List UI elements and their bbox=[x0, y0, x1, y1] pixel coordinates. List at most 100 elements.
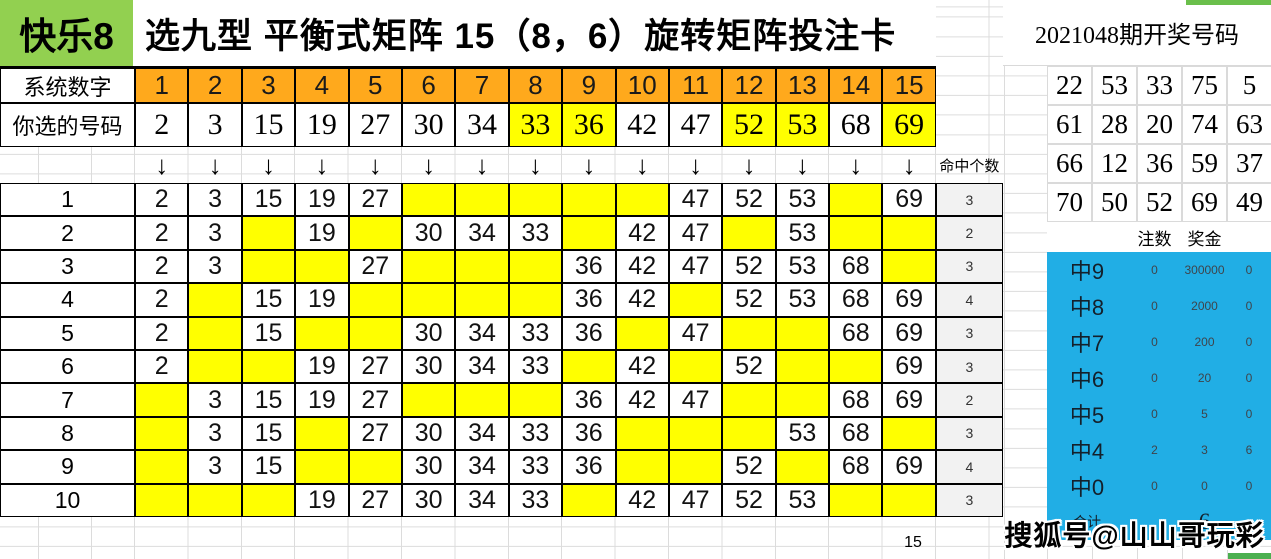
draw-number-cell[interactable]: 59 bbox=[1182, 144, 1227, 183]
matrix-cell[interactable]: 69 bbox=[882, 349, 936, 384]
matrix-cell[interactable]: 68 bbox=[829, 416, 883, 451]
system-number-cell[interactable]: 3 bbox=[241, 68, 296, 103]
system-number-cell[interactable]: 9 bbox=[562, 68, 616, 103]
draw-number-cell[interactable]: 28 bbox=[1092, 105, 1137, 144]
draw-number-cell[interactable]: 12 bbox=[1092, 144, 1137, 183]
hit-count-cell[interactable]: 2 bbox=[935, 383, 1003, 417]
system-number-cell[interactable]: 13 bbox=[775, 68, 830, 103]
matrix-cell[interactable]: 2 bbox=[135, 183, 189, 217]
matrix-cell[interactable]: 47 bbox=[668, 183, 723, 217]
matrix-cell[interactable]: 27 bbox=[348, 483, 402, 517]
matrix-cell[interactable] bbox=[348, 216, 402, 250]
selected-number-cell[interactable]: 34 bbox=[455, 103, 509, 147]
matrix-cell[interactable]: 15 bbox=[241, 316, 296, 350]
matrix-cell[interactable] bbox=[775, 349, 830, 384]
matrix-cell[interactable]: 30 bbox=[401, 416, 456, 451]
matrix-cell[interactable]: 27 bbox=[348, 249, 402, 284]
draw-number-cell[interactable]: 63 bbox=[1227, 105, 1271, 144]
matrix-cell[interactable]: 36 bbox=[562, 450, 616, 484]
matrix-cell[interactable]: 47 bbox=[668, 216, 723, 250]
matrix-cell[interactable]: 30 bbox=[401, 483, 456, 517]
system-number-cell[interactable]: 1 bbox=[135, 68, 189, 103]
matrix-cell[interactable] bbox=[295, 249, 349, 284]
selected-number-cell[interactable]: 3 bbox=[188, 103, 242, 147]
hit-count-cell[interactable]: 3 bbox=[935, 249, 1003, 284]
matrix-cell[interactable]: 53 bbox=[775, 483, 830, 517]
matrix-cell[interactable]: 33 bbox=[508, 349, 563, 384]
draw-number-cell[interactable]: 75 bbox=[1182, 66, 1227, 105]
matrix-cell[interactable] bbox=[562, 183, 616, 217]
matrix-cell[interactable] bbox=[188, 349, 242, 384]
matrix-cell[interactable]: 3 bbox=[188, 450, 242, 484]
draw-number-cell[interactable]: 69 bbox=[1182, 183, 1227, 222]
matrix-cell[interactable]: 3 bbox=[188, 183, 242, 217]
hit-count-cell[interactable]: 3 bbox=[935, 483, 1003, 517]
prize-amount-value[interactable]: 20 bbox=[1197, 371, 1212, 385]
matrix-cell[interactable] bbox=[455, 249, 509, 284]
matrix-cell[interactable]: 34 bbox=[455, 450, 509, 484]
matrix-cell[interactable]: 19 bbox=[295, 483, 349, 517]
matrix-cell[interactable]: 33 bbox=[508, 316, 563, 350]
system-number-cell[interactable]: 14 bbox=[829, 68, 883, 103]
selected-number-cell[interactable]: 52 bbox=[722, 103, 776, 147]
total-value[interactable]: 6 bbox=[1198, 509, 1211, 534]
matrix-cell[interactable]: 34 bbox=[455, 216, 509, 250]
draw-number-cell[interactable]: 66 bbox=[1047, 144, 1092, 183]
matrix-cell[interactable]: 42 bbox=[615, 283, 669, 317]
matrix-cell[interactable]: 52 bbox=[722, 283, 776, 317]
matrix-cell[interactable]: 3 bbox=[188, 249, 242, 284]
bet-count-value[interactable]: 0 bbox=[1151, 299, 1158, 313]
matrix-cell[interactable] bbox=[882, 416, 936, 451]
matrix-cell[interactable] bbox=[615, 183, 669, 217]
matrix-cell[interactable]: 69 bbox=[882, 316, 936, 350]
matrix-cell[interactable] bbox=[508, 249, 563, 284]
matrix-cell[interactable]: 53 bbox=[775, 416, 830, 451]
bet-count-value[interactable]: 0 bbox=[1151, 263, 1158, 277]
matrix-cell[interactable] bbox=[401, 383, 456, 417]
matrix-cell[interactable]: 3 bbox=[188, 216, 242, 250]
bet-count-value[interactable]: 0 bbox=[1151, 335, 1158, 349]
matrix-cell[interactable] bbox=[401, 283, 456, 317]
matrix-cell[interactable]: 33 bbox=[508, 416, 563, 451]
matrix-cell[interactable]: 19 bbox=[295, 183, 349, 217]
matrix-cell[interactable] bbox=[348, 450, 402, 484]
matrix-cell[interactable]: 33 bbox=[508, 216, 563, 250]
matrix-cell[interactable]: 27 bbox=[348, 416, 402, 451]
matrix-cell[interactable]: 27 bbox=[348, 383, 402, 417]
matrix-cell[interactable]: 36 bbox=[562, 383, 616, 417]
matrix-cell[interactable]: 30 bbox=[401, 349, 456, 384]
system-number-cell[interactable]: 7 bbox=[455, 68, 509, 103]
matrix-cell[interactable] bbox=[829, 349, 883, 384]
matrix-cell[interactable]: 68 bbox=[829, 316, 883, 350]
selected-number-cell[interactable]: 2 bbox=[135, 103, 189, 147]
draw-number-cell[interactable]: 50 bbox=[1092, 183, 1137, 222]
matrix-cell[interactable]: 15 bbox=[241, 183, 296, 217]
selected-number-cell[interactable]: 30 bbox=[401, 103, 456, 147]
draw-number-cell[interactable]: 5 bbox=[1227, 66, 1271, 105]
subtotal-value[interactable]: 0 bbox=[1245, 335, 1253, 349]
matrix-cell[interactable]: 15 bbox=[241, 383, 296, 417]
matrix-cell[interactable] bbox=[775, 383, 830, 417]
matrix-cell[interactable]: 36 bbox=[562, 416, 616, 451]
matrix-cell[interactable] bbox=[401, 249, 456, 284]
matrix-cell[interactable]: 2 bbox=[135, 316, 189, 350]
matrix-cell[interactable]: 47 bbox=[668, 383, 723, 417]
matrix-cell[interactable] bbox=[508, 183, 563, 217]
matrix-cell[interactable] bbox=[722, 416, 776, 451]
matrix-cell[interactable]: 36 bbox=[562, 283, 616, 317]
matrix-cell[interactable]: 19 bbox=[295, 383, 349, 417]
selected-number-cell[interactable]: 68 bbox=[829, 103, 883, 147]
matrix-cell[interactable] bbox=[188, 483, 242, 517]
matrix-cell[interactable]: 52 bbox=[722, 349, 776, 384]
matrix-cell[interactable] bbox=[722, 316, 776, 350]
matrix-cell[interactable]: 36 bbox=[562, 249, 616, 284]
matrix-cell[interactable]: 42 bbox=[615, 383, 669, 417]
matrix-cell[interactable]: 52 bbox=[722, 450, 776, 484]
matrix-cell[interactable] bbox=[241, 249, 296, 284]
system-number-cell[interactable]: 8 bbox=[508, 68, 563, 103]
draw-number-cell[interactable]: 33 bbox=[1137, 66, 1182, 105]
draw-number-cell[interactable]: 53 bbox=[1092, 66, 1137, 105]
matrix-cell[interactable]: 30 bbox=[401, 216, 456, 250]
matrix-cell[interactable]: 3 bbox=[188, 383, 242, 417]
draw-number-cell[interactable]: 52 bbox=[1137, 183, 1182, 222]
